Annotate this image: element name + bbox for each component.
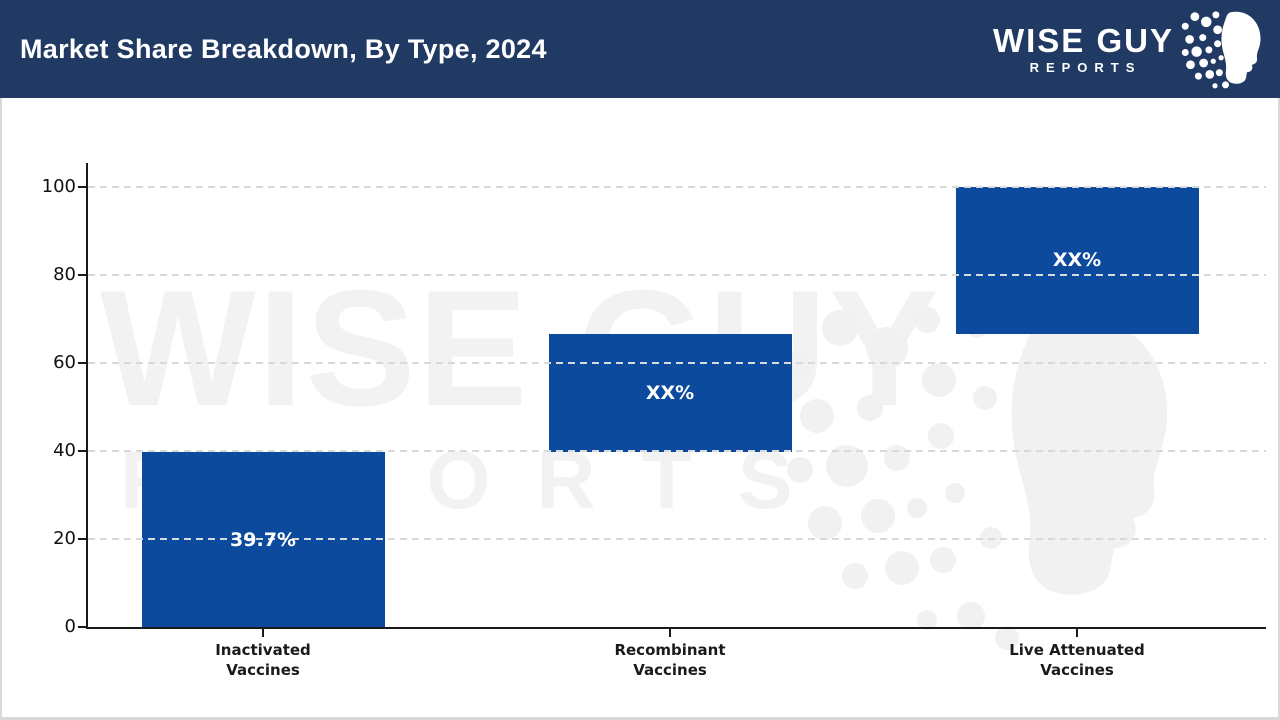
x-axis-spine — [86, 627, 1266, 629]
gridline — [88, 186, 1266, 188]
gridline — [88, 450, 1266, 452]
gridline — [88, 538, 1266, 540]
page-border-bottom — [0, 717, 1280, 720]
category-label-line: Recombinant — [614, 641, 726, 659]
brand-subname: REPORTS — [1029, 59, 1142, 75]
bar-value-label: XX% — [1052, 249, 1102, 272]
category-label: Inactivated Vaccines — [113, 640, 413, 680]
y-tick-mark — [78, 274, 86, 276]
x-tick-mark — [262, 629, 264, 637]
y-tick-label: 40 — [53, 440, 76, 461]
y-tick-mark — [78, 186, 86, 188]
x-tick-mark — [1076, 629, 1078, 637]
gridline — [88, 362, 1266, 364]
brand-logo-text: WISE GUY REPORTS — [993, 24, 1174, 75]
category-label-line: Vaccines — [1040, 661, 1114, 679]
category-label: Live Attenuated Vaccines — [927, 640, 1227, 680]
page-title: Market Share Breakdown, By Type, 2024 — [20, 33, 547, 64]
y-axis-spine — [86, 163, 88, 629]
page-border-right — [1278, 98, 1280, 720]
y-tick-mark — [78, 538, 86, 540]
chart-canvas: WISE GUY REPORTS 0 20 40 60 80 100 39.7% XX% — [0, 98, 1280, 720]
y-tick-mark — [78, 362, 86, 364]
y-tick-mark — [78, 626, 86, 628]
bar-segment — [955, 187, 1199, 334]
face-profile-logo-icon — [1181, 11, 1261, 89]
bar-value-label: XX% — [645, 381, 695, 404]
category-label-line: Live Attenuated — [1009, 641, 1145, 659]
y-tick-label: 60 — [53, 352, 76, 373]
category-label-line: Vaccines — [226, 661, 300, 679]
category-label-line: Inactivated — [215, 641, 311, 659]
header-bar: Market Share Breakdown, By Type, 2024 WI… — [0, 0, 1280, 98]
watermark-text-1: WISE GUY — [100, 256, 942, 440]
brand-logo: WISE GUY REPORTS — [993, 7, 1266, 91]
y-tick-mark — [78, 450, 86, 452]
bar-value-label: 39.7% — [230, 528, 296, 551]
watermark-face-icon — [786, 307, 1168, 650]
bar-segment — [548, 333, 792, 453]
y-tick-label: 80 — [53, 264, 76, 285]
page-border-left — [0, 98, 2, 720]
y-tick-label: 20 — [53, 528, 76, 549]
gridline — [88, 274, 1266, 276]
y-tick-label: 0 — [64, 616, 76, 637]
x-tick-mark — [669, 629, 671, 637]
brand-name: WISE GUY — [992, 21, 1174, 59]
category-label: Recombinant Vaccines — [520, 640, 820, 680]
y-tick-label: 100 — [41, 176, 76, 197]
category-label-line: Vaccines — [633, 661, 707, 679]
